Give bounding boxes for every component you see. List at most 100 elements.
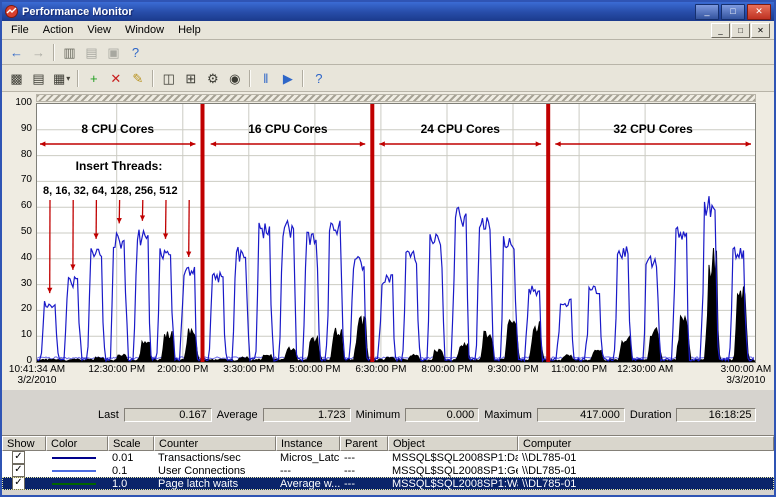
counter-row[interactable]: ✓ 0.1 User Connections --- --- MSSQL$SQL2008S… [2,464,774,477]
column-header-computer[interactable]: Computer [518,436,774,451]
menu-file[interactable]: File [11,24,29,36]
properties-icon: ⚙ [206,70,219,86]
x-axis-label: 8:00:00 PM [421,364,473,375]
show-checkbox[interactable]: ✓ [12,451,25,464]
stat-value-last: 0.167 [123,407,212,422]
new-window-button[interactable]: ▣ [103,42,124,62]
stat-label-last: Last [98,408,119,421]
stat-value-average: 1.723 [262,407,351,422]
svg-text:16 CPU Cores: 16 CPU Cores [248,122,328,136]
performance-chart[interactable]: 8 CPU Cores 16 CPU Cores 24 CPU Cores 32 CP… [36,103,756,363]
chart-type-button[interactable]: ▦ ▾ [50,68,73,88]
add-counter-button[interactable]: + [83,68,104,88]
color-cell [46,456,108,459]
y-axis-label: 20 [20,303,32,315]
zoom-button[interactable]: ◉ [224,68,245,88]
svg-text:Insert Threads:: Insert Threads: [76,159,163,173]
mdi-close-button[interactable]: ✕ [751,22,770,38]
paste-counter-list-icon: ⊞ [185,70,197,86]
help-button[interactable]: ? [125,42,146,62]
minimize-button[interactable]: _ [695,3,719,20]
show-console-tree-button[interactable]: ▥ [59,42,80,62]
properties-button[interactable]: ⚙ [202,68,223,88]
svg-text:32 CPU Cores: 32 CPU Cores [613,122,693,136]
mdi-minimize-button[interactable]: _ [711,22,730,38]
column-header-color[interactable]: Color [46,436,108,451]
view-current-activity-button[interactable]: ▩ [6,68,27,88]
toolbar-separator [302,69,305,87]
cell-counter: Transactions/sec [158,451,241,464]
graph-help-button[interactable]: ? [308,68,329,88]
menu-window[interactable]: Window [124,24,165,36]
dropdown-arrow-icon: ▾ [66,73,71,83]
toolbar-separator [152,69,155,87]
delete-counter-button[interactable]: ✕ [105,68,126,88]
menubar: File Action View Window Help _ □ ✕ [2,21,774,40]
graph-help-icon: ? [315,70,323,86]
freeze-display-button[interactable]: ‖ [255,68,276,88]
new-window-icon: ▣ [107,44,120,60]
paste-counter-list-button[interactable]: ⊞ [180,68,201,88]
titlebar[interactable]: Performance Monitor _ □ ✕ [2,2,774,21]
cell-parent: --- [344,451,355,464]
stat-value-maximum: 417.000 [536,407,625,422]
stat-label-maximum: Maximum [484,408,532,421]
x-axis-label: 11:00:00 PM [551,364,608,375]
stat-label-duration: Duration [629,408,672,421]
column-header-counter[interactable]: Counter [154,436,276,451]
stat-label-minimum: Minimum [355,408,401,421]
show-cell: ✓ [2,451,46,464]
highlight-button[interactable]: ✎ [127,68,148,88]
show-checkbox[interactable]: ✓ [12,464,25,477]
standard-toolbar: ← → ▥ ▤ ▣? [2,40,774,65]
help-icon: ? [131,44,140,60]
toolbar-separator [53,43,55,61]
cell-scale: 0.01 [112,451,134,464]
y-axis-label: 100 [15,97,32,108]
y-axis-label: 60 [20,200,32,212]
column-header-instance[interactable]: Instance [276,436,340,451]
x-axis-label: 2:00:00 PM [157,364,209,375]
cell-instance: Average w... [280,477,340,490]
maximize-button[interactable]: □ [721,3,745,20]
copy-properties-button[interactable]: ◫ [158,68,179,88]
timebar-hatch [36,94,756,102]
export-list-button[interactable]: ▤ [81,42,102,62]
y-axis-label: 30 [20,277,32,289]
cell-scale: 0.1 [112,464,128,477]
counter-color-sample [52,456,96,459]
menu-action[interactable]: Action [42,24,74,36]
y-axis-label: 80 [20,148,32,160]
update-data-button[interactable]: ▶ [277,68,298,88]
cell-parent: --- [344,464,355,477]
toolbar-separator [249,69,252,87]
y-axis-label: 40 [20,251,32,263]
menu-view[interactable]: View [87,24,111,36]
cell-computer: \\DL785-01 [522,451,577,464]
close-button[interactable]: ✕ [747,3,771,20]
counter-row[interactable]: ✓ 1.0 Page latch waits Average w... --- MSSQL… [2,477,774,490]
x-axis-label: 6:30:00 PM [355,364,407,375]
cell-instance: Micros_Latc... [280,451,340,464]
counter-row[interactable]: ✓ 0.01 Transactions/sec Micros_Latc... --- MS… [2,451,774,464]
graph-toolbar: ▩ ▤ ▦ ▾ + ✕ ✎ ◫ ⊞ ⚙ ◉ ‖ ▶? [2,65,774,92]
forward-button[interactable]: → [28,42,49,62]
column-header-object[interactable]: Object [388,436,518,451]
window-title: Performance Monitor [22,5,133,18]
chart-section: 100 90 80 70 60 50 40 30 20 10 0 8 CPU Cores 16 CPU… [2,92,774,390]
column-header-scale[interactable]: Scale [108,436,154,451]
color-cell [46,482,108,485]
view-log-data-button[interactable]: ▤ [28,68,49,88]
column-header-parent[interactable]: Parent [340,436,388,451]
y-axis-label: 10 [20,329,32,341]
svg-text:8, 16, 32, 64, 128, 256, 512: 8, 16, 32, 64, 128, 256, 512 [43,185,178,197]
show-checkbox[interactable]: ✓ [12,477,25,490]
y-axis-label: 70 [20,174,32,186]
column-header-show[interactable]: Show [2,436,46,451]
x-axis-label: 12:30:00 PM [88,364,146,375]
chart-type-icon: ▦ [53,70,66,86]
back-button[interactable]: ← [6,42,27,62]
mdi-restore-button[interactable]: □ [731,22,750,38]
cell-object: MSSQL$SQL2008SP1:Datab... [392,451,518,464]
menu-help[interactable]: Help [178,24,201,36]
